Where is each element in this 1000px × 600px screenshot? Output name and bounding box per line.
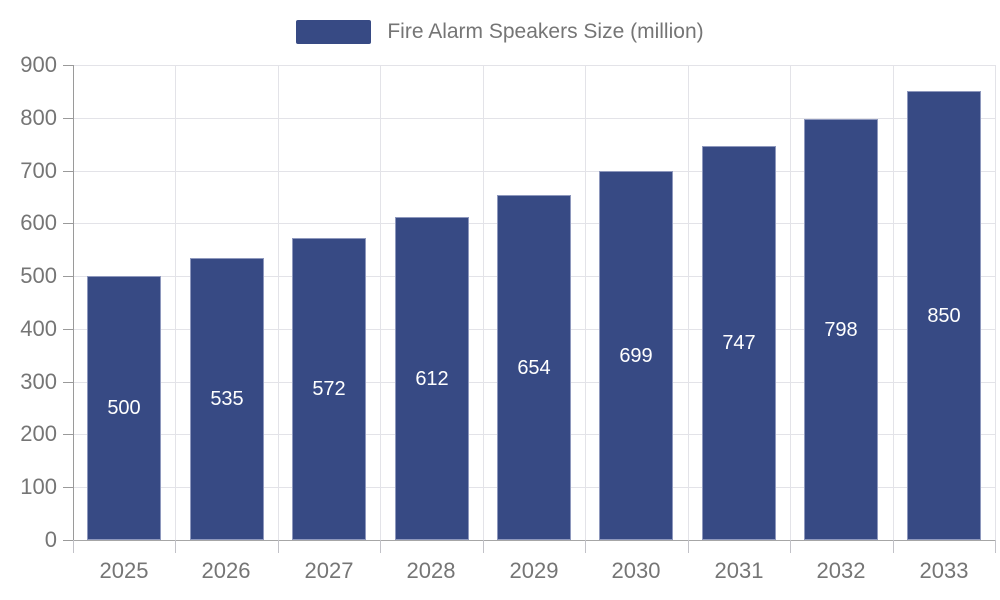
h-gridline	[73, 117, 995, 119]
x-axis-tick	[175, 540, 176, 553]
x-axis-tick	[688, 540, 689, 553]
y-axis-tick	[63, 65, 73, 66]
x-tick-label: 2027	[304, 558, 354, 583]
bar-value-label: 654	[517, 357, 551, 379]
bar-2026[interactable]: 535	[190, 258, 264, 540]
x-axis-tick	[483, 540, 484, 553]
bar-2029[interactable]: 654	[497, 195, 571, 540]
y-tick-label: 700	[20, 158, 57, 183]
x-axis-tick	[995, 540, 996, 553]
x-tick-label: 2033	[919, 558, 969, 583]
x-tick-label: 2026	[201, 558, 251, 583]
bar-2028[interactable]: 612	[395, 217, 469, 540]
bar-value-label: 612	[415, 368, 449, 390]
x-axis-tick	[585, 540, 586, 553]
legend-label: Fire Alarm Speakers Size (million)	[387, 20, 704, 43]
x-axis-line	[73, 540, 996, 541]
bar-2032[interactable]: 798	[804, 119, 878, 540]
bar-value-label: 798	[824, 319, 858, 341]
bar-value-label: 535	[210, 388, 244, 410]
y-tick-label: 800	[20, 105, 57, 130]
y-axis-tick	[63, 487, 73, 488]
y-tick-label: 0	[44, 527, 57, 552]
y-axis-tick	[63, 382, 73, 383]
y-tick-label: 200	[20, 421, 57, 446]
bar-2033[interactable]: 850	[907, 91, 981, 540]
v-gridline	[893, 65, 894, 540]
x-axis-tick	[380, 540, 381, 553]
legend-item[interactable]: Fire Alarm Speakers Size (million)	[0, 20, 1000, 44]
legend-swatch-icon	[296, 20, 372, 44]
bar-value-label: 699	[619, 345, 653, 367]
x-axis-tick	[893, 540, 894, 553]
y-tick-label: 600	[20, 210, 57, 235]
y-axis-tick	[63, 434, 73, 435]
v-gridline	[995, 65, 996, 540]
bar-2025[interactable]: 500	[87, 276, 161, 540]
bar-value-label: 572	[312, 378, 346, 400]
x-tick-label: 2025	[99, 558, 149, 583]
y-tick-label: 500	[20, 263, 57, 288]
v-gridline	[790, 65, 791, 540]
v-gridline	[175, 65, 176, 540]
v-gridline	[278, 65, 279, 540]
plot-area: 500 535 572 612 654 699 747 798 850	[73, 65, 996, 540]
h-gridline	[73, 170, 995, 172]
v-gridline	[688, 65, 689, 540]
y-tick-label: 400	[20, 316, 57, 341]
y-tick-label: 300	[20, 369, 57, 394]
x-axis-tick	[73, 540, 74, 553]
y-axis-tick	[63, 223, 73, 224]
y-axis-tick	[63, 276, 73, 277]
x-tick-label: 2029	[509, 558, 559, 583]
x-tick-label: 2030	[611, 558, 661, 583]
y-axis-line	[73, 65, 74, 540]
v-gridline	[483, 65, 484, 540]
bar-2027[interactable]: 572	[292, 238, 366, 540]
x-axis-tick	[790, 540, 791, 553]
x-tick-label: 2032	[816, 558, 866, 583]
v-gridline	[585, 65, 586, 540]
y-tick-label: 100	[20, 474, 57, 499]
bar-value-label: 747	[722, 332, 756, 354]
bar-value-label: 500	[107, 397, 141, 419]
x-tick-label: 2031	[714, 558, 764, 583]
bar-2030[interactable]: 699	[599, 171, 673, 540]
bar-2031[interactable]: 747	[702, 146, 776, 540]
y-axis-tick	[63, 540, 73, 541]
y-tick-label: 900	[20, 52, 57, 77]
x-axis-tick	[278, 540, 279, 553]
y-axis-tick	[63, 329, 73, 330]
y-axis-tick	[63, 118, 73, 119]
bar-value-label: 850	[927, 305, 961, 327]
y-axis-tick	[63, 171, 73, 172]
v-gridline	[380, 65, 381, 540]
x-tick-label: 2028	[406, 558, 456, 583]
h-gridline	[73, 65, 995, 66]
